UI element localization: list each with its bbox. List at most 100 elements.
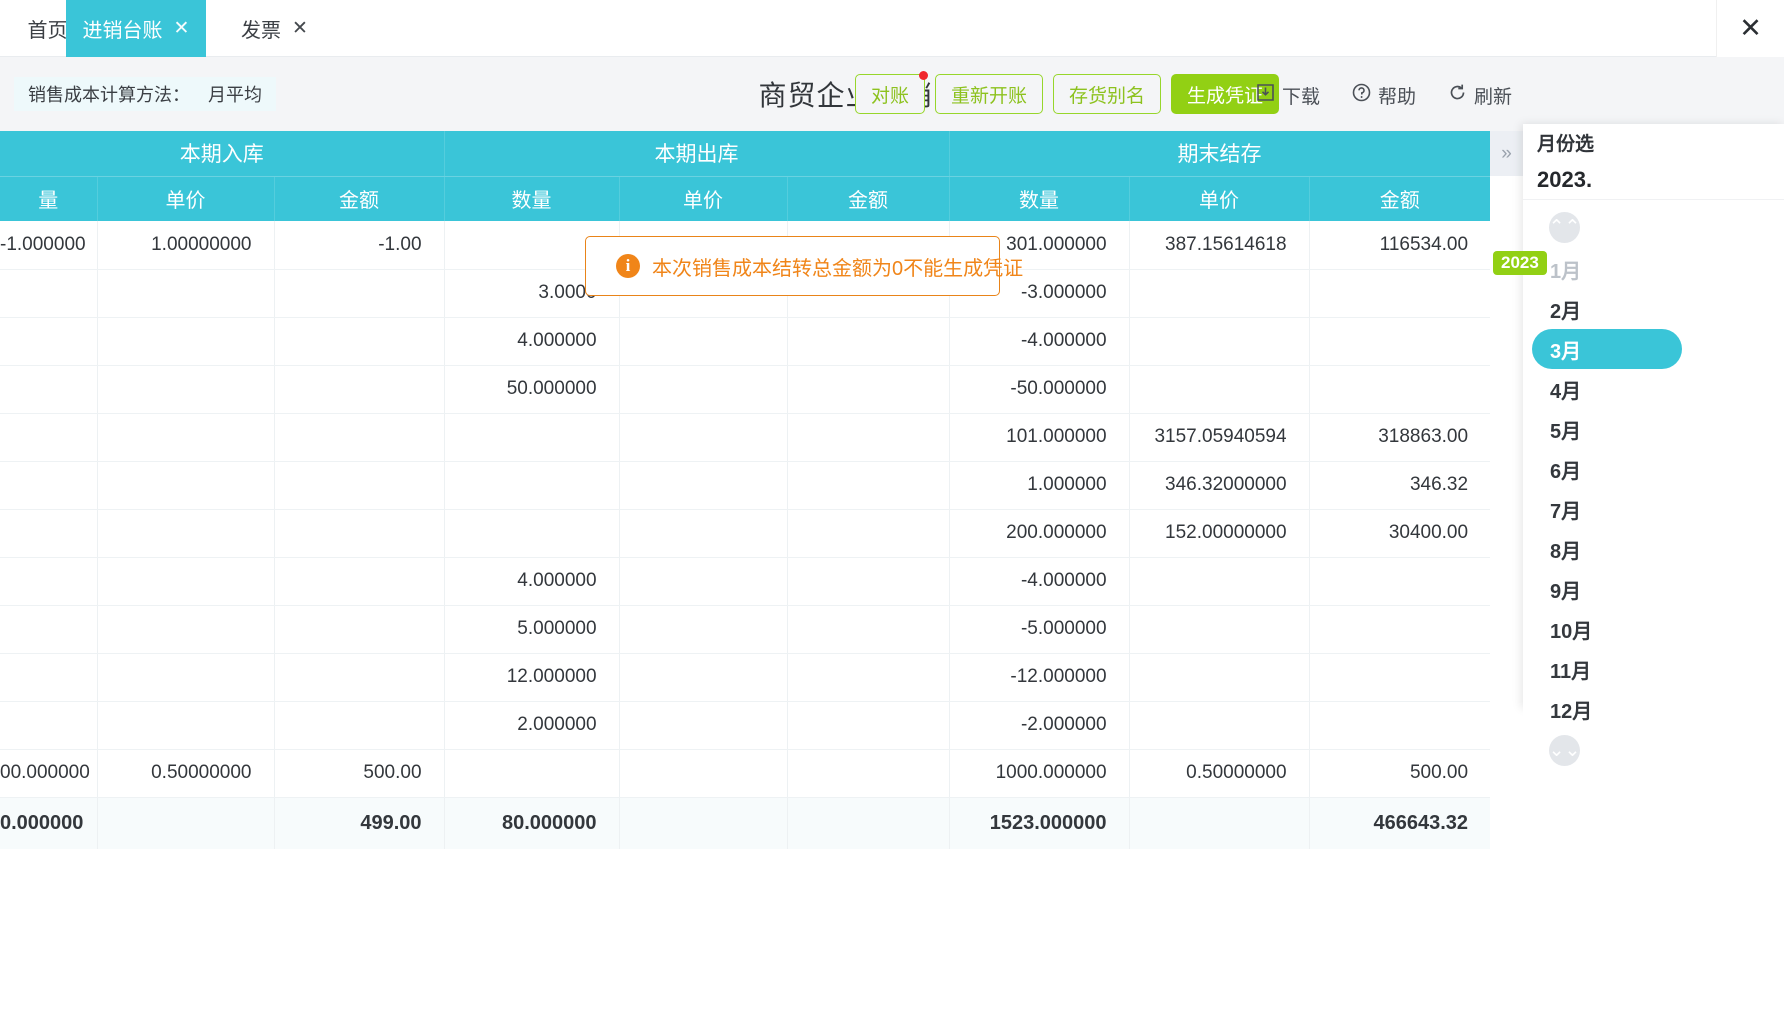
table-cell (274, 413, 445, 462)
table-cell (1129, 557, 1310, 606)
group-header: 本期入库 (0, 131, 445, 177)
totals-cell: 499.00 (274, 796, 445, 849)
table-row[interactable]: 2.000000 -2.000000 (0, 701, 1490, 750)
table-cell (1309, 653, 1490, 702)
month-item-6[interactable]: 6月 (1523, 449, 1784, 489)
scroll-up-button[interactable]: ⌃⌃ (1549, 212, 1580, 243)
table-cell (97, 509, 275, 558)
panel-collapse-button[interactable]: » (1490, 131, 1523, 176)
table-cell: -12.000000 (949, 653, 1130, 702)
column-header[interactable]: 单价 (1129, 176, 1310, 221)
month-label: 7月 (1550, 500, 1582, 523)
chongxin-kaizhang-button[interactable]: 重新开账 (935, 74, 1044, 114)
totals-cell (97, 796, 275, 849)
chevron-double-right-icon: » (1501, 142, 1512, 164)
table-cell: 500.00 (1309, 749, 1490, 798)
table-row[interactable]: 12.000000 -12.000000 (0, 653, 1490, 702)
table-cell (619, 701, 788, 750)
action-label: 下载 (1282, 87, 1321, 108)
column-header[interactable]: 金额 (1309, 176, 1490, 221)
table-cell: 0.50000000 (1129, 749, 1310, 798)
table-column-header-row: 量 单价 金额 数量 单价 金额 数量 单价 金额 (0, 176, 1490, 221)
tab-fapiao[interactable]: 发票 ✕ (227, 0, 322, 57)
table-cell: -4.000000 (949, 317, 1130, 366)
table-cell (274, 605, 445, 654)
table-cell (619, 653, 788, 702)
cost-method-display[interactable]: 销售成本计算方法： 月平均 (14, 77, 276, 111)
column-header[interactable]: 数量 (949, 176, 1130, 221)
refresh-button[interactable]: 刷新 (1448, 82, 1512, 109)
tab-label: 发票 (241, 20, 282, 42)
cunhuo-biemin-button[interactable]: 存货别名 (1053, 74, 1162, 114)
table-cell: -50.000000 (949, 365, 1130, 414)
table-cell (1309, 557, 1490, 606)
month-item-3[interactable]: 3月 (1532, 329, 1682, 369)
table-cell (619, 365, 788, 414)
month-item-2[interactable]: 2月 (1523, 289, 1784, 329)
table-cell (0, 269, 98, 318)
table-cell: 500.00 (274, 749, 445, 798)
help-button[interactable]: 帮助 (1352, 82, 1416, 109)
scroll-down-button[interactable]: ⌄⌄ (1549, 735, 1580, 766)
month-item-11[interactable]: 11月 (1523, 649, 1784, 689)
table-row[interactable]: 5.000000 -5.000000 (0, 605, 1490, 654)
table-cell (1129, 365, 1310, 414)
cost-method-label: 销售成本计算方法： (28, 85, 190, 105)
table-cell: 2.000000 (444, 701, 620, 750)
month-panel-title: 月份选 (1537, 133, 1595, 155)
table-cell: 5.000000 (444, 605, 620, 654)
month-item-4[interactable]: 4月 (1523, 369, 1784, 409)
table-cell (274, 653, 445, 702)
month-item-7[interactable]: 7月 (1523, 489, 1784, 529)
month-item-8[interactable]: 8月 (1523, 529, 1784, 569)
table-cell: 50.000000 (444, 365, 620, 414)
table-row[interactable]: 101.000000 3157.05940594 318863.00 (0, 413, 1490, 462)
close-icon[interactable]: ✕ (292, 18, 308, 39)
shengcheng-pingzheng-button[interactable]: 生成凭证 (1171, 74, 1280, 114)
table-cell: 200.000000 (949, 509, 1130, 558)
table-row[interactable]: 4.000000 -4.000000 (0, 317, 1490, 366)
month-item-12[interactable]: 12月 (1523, 689, 1784, 729)
tab-label: 首页 (27, 20, 68, 42)
table-cell (1309, 317, 1490, 366)
table-cell (1129, 605, 1310, 654)
table-cell (1309, 269, 1490, 318)
table-cell (787, 317, 950, 366)
month-panel-body: ⌃⌃ 1月 2023 2月 3月 4月 5月 6月 7月 8月 9月 10月 11月 12月 ⌄⌄ (1493, 200, 1784, 766)
table-cell: 1.000000 (949, 461, 1130, 510)
totals-cell (619, 796, 788, 849)
table-cell: 1.00000000 (97, 221, 275, 270)
close-icon[interactable]: ✕ (173, 18, 190, 39)
totals-cell: 466643.32 (1309, 796, 1490, 849)
table-cell (0, 413, 98, 462)
month-item-5[interactable]: 5月 (1523, 409, 1784, 449)
column-header[interactable]: 数量 (444, 176, 620, 221)
table-row[interactable]: 1.000000 346.32000000 346.32 (0, 461, 1490, 510)
column-header[interactable]: 量 (0, 176, 98, 221)
column-header[interactable]: 单价 (619, 176, 788, 221)
column-header[interactable]: 金额 (787, 176, 950, 221)
window-close-button[interactable]: ✕ (1716, 0, 1784, 57)
table-cell (274, 365, 445, 414)
table-cell (619, 461, 788, 510)
table-row[interactable]: 00.000000 0.50000000 500.00 1000.000000 0.50… (0, 749, 1490, 798)
table-row[interactable]: 200.000000 152.00000000 30400.00 (0, 509, 1490, 558)
table-row[interactable]: 4.000000 -4.000000 (0, 557, 1490, 606)
month-item-1[interactable]: 1月 2023 (1493, 249, 1784, 289)
month-item-10[interactable]: 10月 (1523, 609, 1784, 649)
table-cell: -1.000000 (0, 221, 98, 270)
month-label: 6月 (1550, 460, 1582, 483)
tab-home[interactable]: 首页 (0, 0, 95, 57)
month-item-9[interactable]: 9月 (1523, 569, 1784, 609)
column-header[interactable]: 单价 (97, 176, 275, 221)
month-label: 4月 (1550, 380, 1582, 403)
table-row[interactable]: 50.000000 -50.000000 (0, 365, 1490, 414)
duizhang-button[interactable]: 对账 (855, 71, 929, 114)
column-header[interactable]: 金额 (274, 176, 445, 221)
table-cell (619, 509, 788, 558)
warning-tooltip: i 本次销售成本结转总金额为0不能生成凭证 (585, 236, 1023, 296)
table-cell (444, 413, 620, 462)
download-button[interactable]: 下载 (1256, 82, 1320, 109)
tab-jinxiao-taizhang[interactable]: 进销台账 ✕ (66, 0, 206, 57)
table-cell (0, 317, 98, 366)
